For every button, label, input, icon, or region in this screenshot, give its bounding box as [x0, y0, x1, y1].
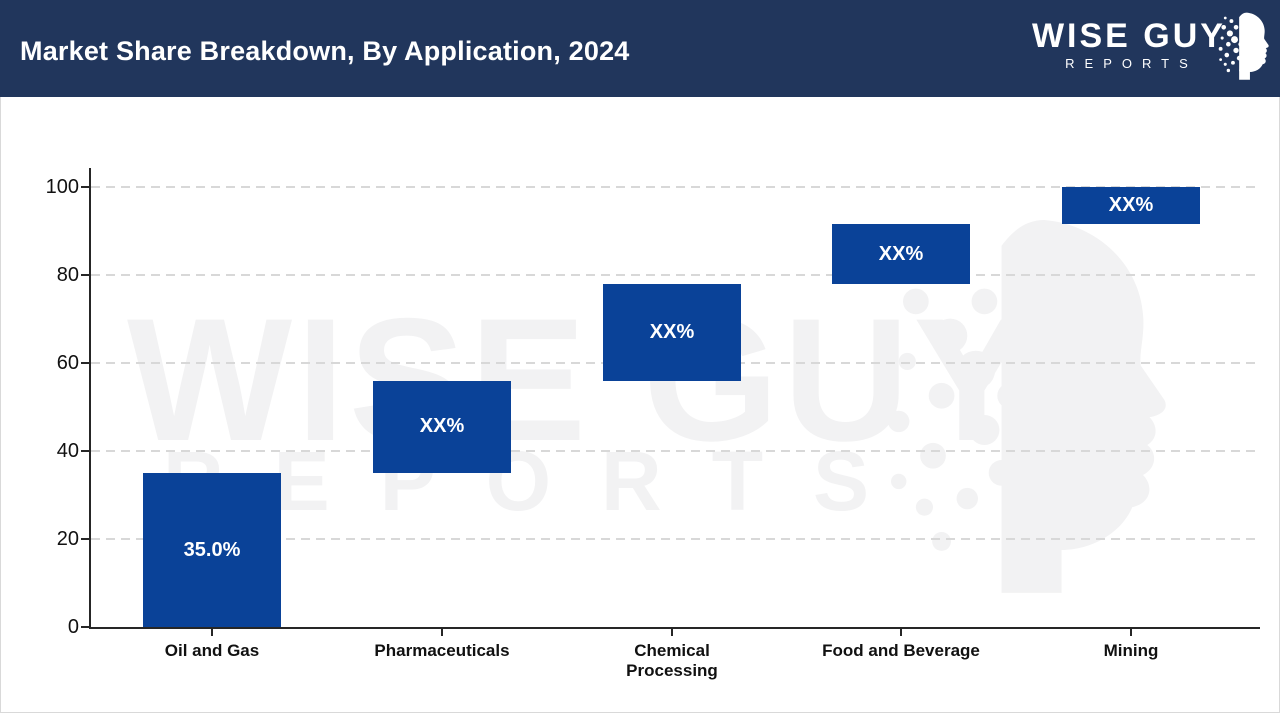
- y-tick-label: 20: [56, 528, 79, 550]
- category-label: Pharmaceuticals: [374, 641, 510, 660]
- report-header: Market Share Breakdown, By Application, …: [0, 0, 1280, 97]
- bar-value-label: XX%: [1108, 194, 1154, 217]
- y-tick-label: 60: [56, 352, 79, 374]
- gridline: [91, 186, 1258, 188]
- category-label: Mining: [1103, 641, 1159, 660]
- bar-chemical-processing: XX%: [603, 283, 741, 381]
- page-title: Market Share Breakdown, By Application, …: [20, 36, 630, 66]
- bar-mining: XX%: [1062, 187, 1200, 225]
- gridline: [91, 450, 1258, 452]
- logo-wordmark: WISE GUY REPORTS: [1032, 17, 1226, 71]
- y-tick-mark: [81, 362, 89, 364]
- y-tick-label: 100: [45, 176, 79, 198]
- plot-area: 0 20 40 60 80 100 35.0% XX% XX% XX% XX% Oil and Gas…: [1, 97, 1279, 712]
- bar-oil-and-gas: 35.0%: [143, 473, 281, 627]
- y-tick-mark: [81, 186, 89, 188]
- bar-value-label: XX%: [419, 415, 465, 438]
- x-tick-mark: [900, 629, 902, 636]
- bar-value-label: 35.0%: [183, 538, 241, 561]
- y-tick-mark: [81, 538, 89, 540]
- y-axis: [89, 168, 91, 629]
- y-tick-mark: [81, 274, 89, 276]
- dotted-head-profile-icon: [1218, 12, 1269, 80]
- y-tick-mark: [81, 450, 89, 452]
- wiseguy-logo: WISE GUY REPORTS: [1032, 8, 1270, 80]
- bar-pharmaceuticals: XX%: [373, 380, 511, 473]
- x-tick-mark: [1130, 629, 1132, 636]
- x-axis: [89, 627, 1260, 629]
- category-label: Oil and Gas: [164, 641, 260, 660]
- bar-food-and-beverage: XX%: [832, 224, 970, 284]
- chart-canvas: WISE GUY REPORTS 0 20 40 60 80 100 35.0% XX% XX%…: [0, 97, 1280, 713]
- gridline: [91, 538, 1258, 540]
- x-tick-mark: [671, 629, 673, 636]
- y-tick-label: 40: [56, 440, 79, 462]
- x-tick-mark: [441, 629, 443, 636]
- logo-primary-text: WISE GUY: [1031, 17, 1226, 55]
- category-label: Food and Beverage: [822, 641, 980, 660]
- bar-value-label: XX%: [878, 242, 924, 265]
- category-label: Chemical Processing: [626, 641, 718, 680]
- y-tick-mark: [81, 626, 89, 628]
- gridline: [91, 274, 1258, 276]
- y-tick-label: 80: [56, 264, 79, 286]
- logo-secondary-text: REPORTS: [1065, 56, 1198, 71]
- y-tick-label: 0: [67, 616, 79, 638]
- bar-value-label: XX%: [649, 320, 695, 343]
- x-tick-mark: [211, 629, 213, 636]
